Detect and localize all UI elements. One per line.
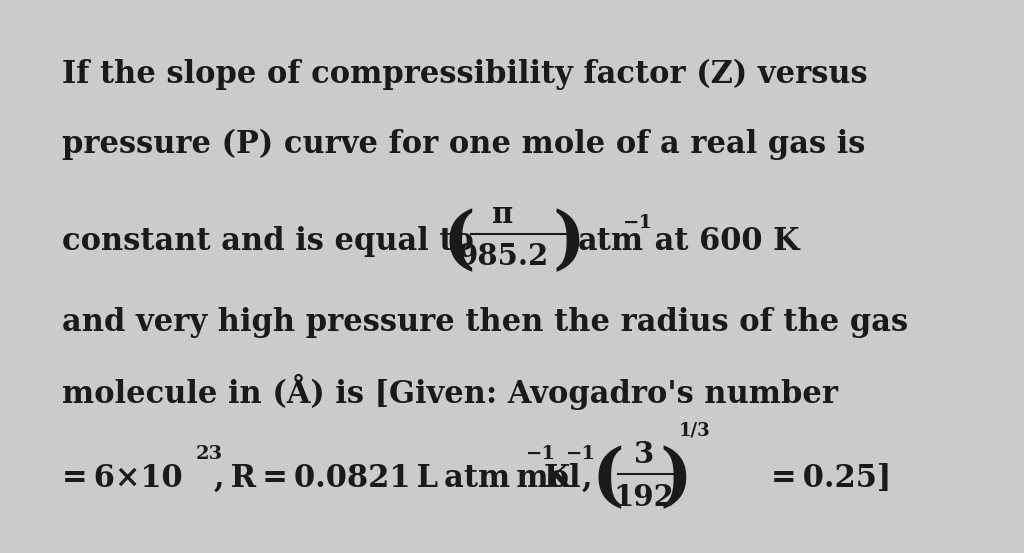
Text: atm: atm xyxy=(578,226,644,257)
Text: 192: 192 xyxy=(613,483,675,512)
Text: π: π xyxy=(493,200,513,229)
Text: , R = 0.0821 L atm mol: , R = 0.0821 L atm mol xyxy=(214,463,581,494)
Text: molecule in (Å) is [Given: Avogadro's number: molecule in (Å) is [Given: Avogadro's nu… xyxy=(61,374,838,410)
Text: at 600 K: at 600 K xyxy=(644,226,800,257)
Text: −1: −1 xyxy=(623,213,653,232)
Text: pressure (P) curve for one mole of a real gas is: pressure (P) curve for one mole of a rea… xyxy=(61,129,865,160)
Text: K: K xyxy=(544,463,570,494)
Text: 985.2: 985.2 xyxy=(458,242,549,271)
Text: ): ) xyxy=(553,208,586,275)
Text: ): ) xyxy=(659,445,692,512)
Text: 3: 3 xyxy=(634,440,654,469)
Text: (: ( xyxy=(442,208,475,275)
Text: = 6×10: = 6×10 xyxy=(61,463,182,494)
Text: −1: −1 xyxy=(525,445,556,463)
Text: = 0.25]: = 0.25] xyxy=(771,463,892,494)
Text: If the slope of compressibility factor (Z) versus: If the slope of compressibility factor (… xyxy=(61,59,867,90)
Text: ,: , xyxy=(582,463,592,494)
Text: constant and is equal to: constant and is equal to xyxy=(61,226,473,257)
Text: 1/3: 1/3 xyxy=(679,421,710,439)
Text: (: ( xyxy=(591,445,624,512)
Text: and very high pressure then the radius of the gas: and very high pressure then the radius o… xyxy=(61,307,907,338)
Text: −1: −1 xyxy=(565,445,596,463)
Text: 23: 23 xyxy=(196,445,222,463)
